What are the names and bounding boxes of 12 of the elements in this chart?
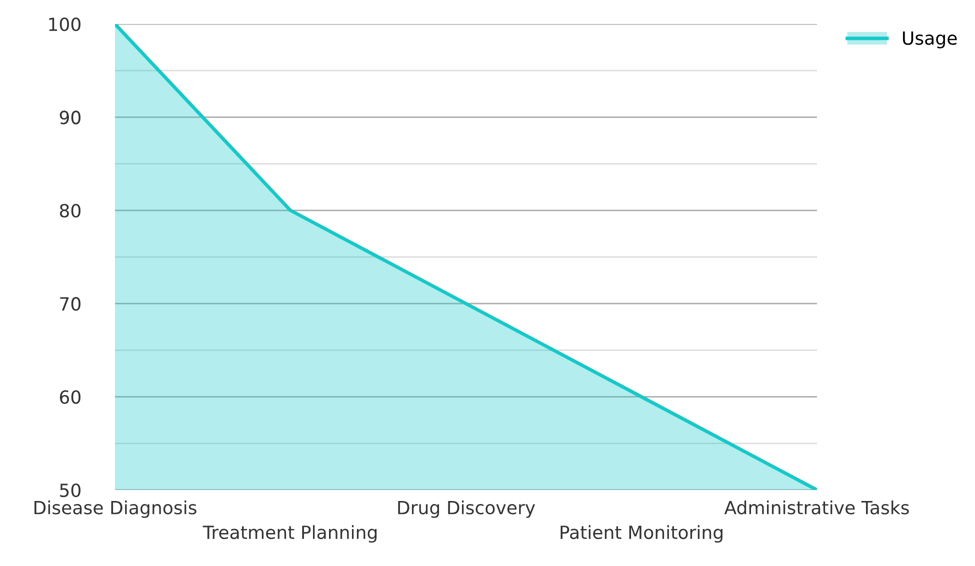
legend-label: Usage	[903, 31, 957, 48]
x-tick-label: Disease Diagnosis	[34, 500, 196, 518]
x-tick-label: Drug Discovery	[398, 500, 536, 518]
x-tick-label: Administrative Tasks	[724, 500, 909, 514]
y-tick-label: 70	[60, 297, 80, 311]
y-tick-label: 90	[60, 110, 80, 124]
y-tick-label: 50	[60, 483, 80, 498]
y-tick-label: 100	[49, 17, 80, 32]
y-tick-label: 60	[60, 390, 80, 404]
y-tick-label: 80	[60, 204, 80, 218]
x-tick-label: Treatment Planning	[202, 525, 377, 543]
x-tick-label: Patient Monitoring	[560, 525, 722, 543]
